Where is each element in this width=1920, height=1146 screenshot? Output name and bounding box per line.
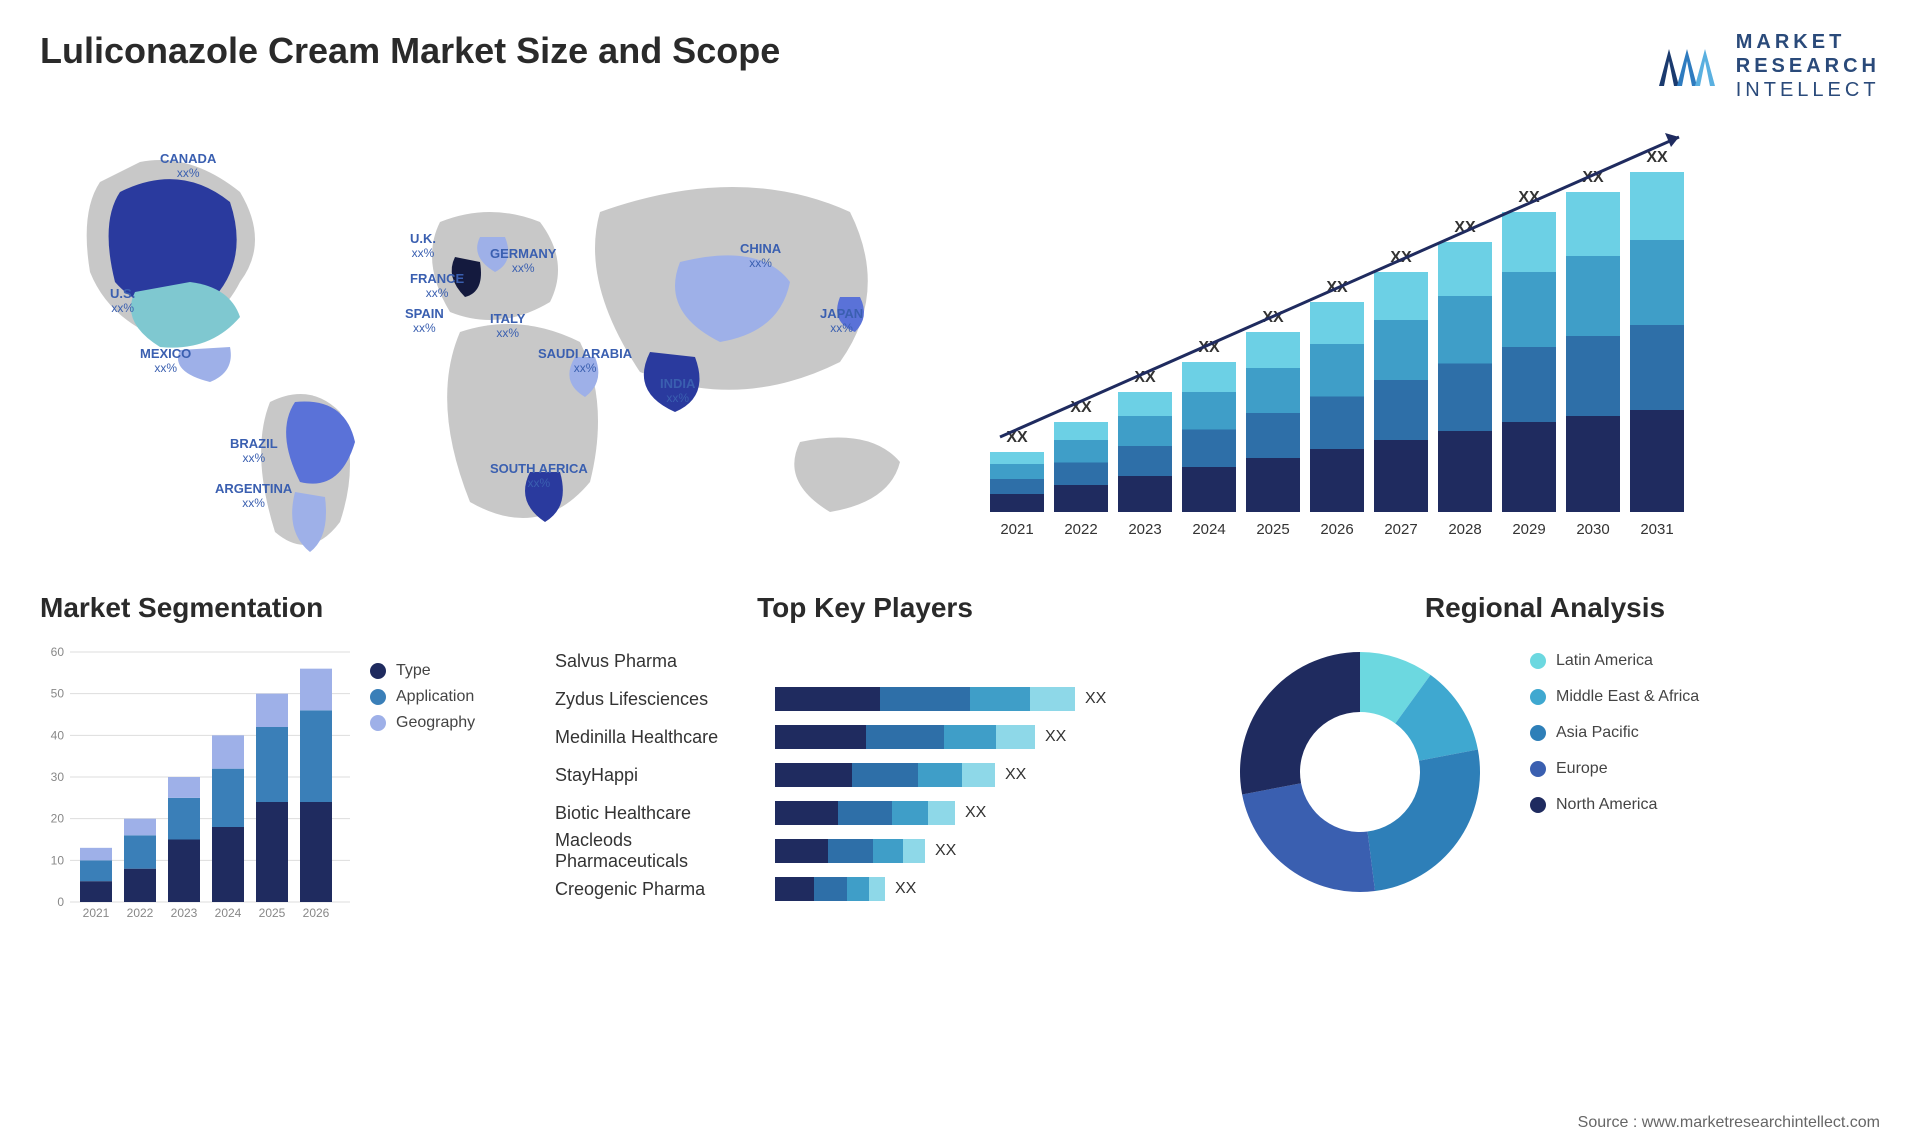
- player-value: XX: [935, 842, 956, 860]
- regional-panel: Regional Analysis Latin America Middle Ea…: [1210, 592, 1880, 992]
- map-label-saudi-arabia: SAUDI ARABIAxx%: [538, 347, 632, 376]
- svg-text:2026: 2026: [1320, 521, 1353, 538]
- svg-text:60: 60: [51, 645, 65, 659]
- player-bar: [775, 687, 1075, 711]
- svg-text:2029: 2029: [1512, 521, 1545, 538]
- map-label-italy: ITALYxx%: [490, 312, 525, 341]
- player-value: XX: [1045, 728, 1066, 746]
- source-attribution: Source : www.marketresearchintellect.com: [1578, 1114, 1880, 1132]
- brand-logo: MARKET RESEARCH INTELLECT: [1654, 30, 1880, 102]
- segmentation-panel: Market Segmentation 0 10 20 30 40 50 60 2021 202…: [40, 592, 520, 992]
- player-row: Macleods Pharmaceuticals XX: [555, 832, 1175, 870]
- player-value: XX: [1005, 766, 1026, 784]
- players-title: Top Key Players: [555, 592, 1175, 624]
- map-label-u.k.: U.K.xx%: [410, 232, 436, 261]
- header: Luliconazole Cream Market Size and Scope…: [40, 30, 1880, 102]
- world-map-panel: CANADAxx% U.S.xx% MEXICOxx% BRAZILxx% ARGENT…: [40, 122, 940, 562]
- regional-donut-chart: [1230, 642, 1490, 902]
- svg-text:2027: 2027: [1384, 521, 1417, 538]
- player-bar: [775, 877, 885, 901]
- players-rows: Salvus PharmaZydus LifesciencesXXMedinil…: [555, 642, 1175, 908]
- svg-text:2025: 2025: [1256, 521, 1289, 538]
- svg-text:0: 0: [57, 895, 64, 909]
- player-label: Medinilla Healthcare: [555, 727, 765, 748]
- player-label: StayHappi: [555, 765, 765, 786]
- logo-icon: [1654, 41, 1724, 91]
- seg-legend-geography: Geography: [370, 714, 475, 732]
- player-label: Zydus Lifesciences: [555, 689, 765, 710]
- svg-text:30: 30: [51, 770, 65, 784]
- player-value: XX: [1085, 690, 1106, 708]
- regional-title: Regional Analysis: [1210, 592, 1880, 624]
- player-row: Salvus Pharma: [555, 642, 1175, 680]
- svg-text:2026: 2026: [303, 906, 330, 920]
- player-row: StayHappi XX: [555, 756, 1175, 794]
- segmentation-chart-wrap: 0 10 20 30 40 50 60 2021 2022 2023 2024 2025 2026: [40, 642, 340, 922]
- svg-text:2023: 2023: [171, 906, 198, 920]
- player-label: Macleods Pharmaceuticals: [555, 830, 765, 872]
- player-label: Biotic Healthcare: [555, 803, 765, 824]
- player-value: XX: [895, 880, 916, 898]
- regional-legend-item: North America: [1530, 796, 1699, 814]
- donut-wrap: [1230, 642, 1490, 907]
- player-row: Biotic Healthcare XX: [555, 794, 1175, 832]
- player-row: Zydus Lifesciences XX: [555, 680, 1175, 718]
- map-label-mexico: MEXICOxx%: [140, 347, 191, 376]
- svg-text:2028: 2028: [1448, 521, 1481, 538]
- segmentation-legend: Type Application Geography: [370, 662, 475, 740]
- regional-legend-item: Middle East & Africa: [1530, 688, 1699, 706]
- svg-text:20: 20: [51, 812, 65, 826]
- player-label: Creogenic Pharma: [555, 879, 765, 900]
- svg-text:2021: 2021: [83, 906, 110, 920]
- segmentation-chart: 0 10 20 30 40 50 60 2021 2022 2023 2024 2025 2026: [40, 642, 360, 932]
- svg-text:2030: 2030: [1576, 521, 1609, 538]
- svg-text:2023: 2023: [1128, 521, 1161, 538]
- player-bar: [775, 763, 995, 787]
- map-label-germany: GERMANYxx%: [490, 247, 556, 276]
- regional-legend-item: Europe: [1530, 760, 1699, 778]
- page-title: Luliconazole Cream Market Size and Scope: [40, 30, 780, 72]
- map-label-spain: SPAINxx%: [405, 307, 444, 336]
- svg-text:2025: 2025: [259, 906, 286, 920]
- player-bar: [775, 725, 1035, 749]
- svg-text:2021: 2021: [1000, 521, 1033, 538]
- player-bar: [775, 801, 955, 825]
- svg-text:40: 40: [51, 728, 65, 742]
- map-label-brazil: BRAZILxx%: [230, 437, 278, 466]
- growth-bar-chart: XX2021XX2022XX2023XX2024XX2025XX2026XX20…: [980, 122, 1720, 542]
- map-label-france: FRANCExx%: [410, 272, 464, 301]
- growth-chart-panel: XX2021XX2022XX2023XX2024XX2025XX2026XX20…: [980, 122, 1880, 562]
- map-label-china: CHINAxx%: [740, 242, 781, 271]
- player-label: Salvus Pharma: [555, 651, 765, 672]
- map-label-japan: JAPANxx%: [820, 307, 863, 336]
- svg-text:2024: 2024: [1192, 521, 1225, 538]
- svg-text:2022: 2022: [127, 906, 154, 920]
- map-label-india: INDIAxx%: [660, 377, 695, 406]
- logo-text: MARKET RESEARCH INTELLECT: [1736, 30, 1880, 102]
- map-label-u.s.: U.S.xx%: [110, 287, 135, 316]
- player-value: XX: [965, 804, 986, 822]
- player-bar: [775, 839, 925, 863]
- svg-text:2024: 2024: [215, 906, 242, 920]
- top-row: CANADAxx% U.S.xx% MEXICOxx% BRAZILxx% ARGENT…: [40, 122, 1880, 562]
- map-label-argentina: ARGENTINAxx%: [215, 482, 292, 511]
- map-label-south-africa: SOUTH AFRICAxx%: [490, 462, 588, 491]
- regional-legend-item: Latin America: [1530, 652, 1699, 670]
- svg-text:2031: 2031: [1640, 521, 1673, 538]
- segmentation-title: Market Segmentation: [40, 592, 520, 624]
- regional-legend-item: Asia Pacific: [1530, 724, 1699, 742]
- players-panel: Top Key Players Salvus Pharma Zydus Lifes…: [555, 592, 1175, 992]
- player-row: Creogenic Pharma XX: [555, 870, 1175, 908]
- svg-text:50: 50: [51, 687, 65, 701]
- seg-legend-type: Type: [370, 662, 475, 680]
- regional-legend: Latin America Middle East & Africa Asia Pa…: [1530, 652, 1699, 832]
- svg-text:10: 10: [51, 853, 65, 867]
- bottom-row: Market Segmentation 0 10 20 30 40 50 60 2021 202…: [40, 592, 1880, 992]
- svg-text:2022: 2022: [1064, 521, 1097, 538]
- seg-legend-application: Application: [370, 688, 475, 706]
- map-label-canada: CANADAxx%: [160, 152, 216, 181]
- player-row: Medinilla Healthcare XX: [555, 718, 1175, 756]
